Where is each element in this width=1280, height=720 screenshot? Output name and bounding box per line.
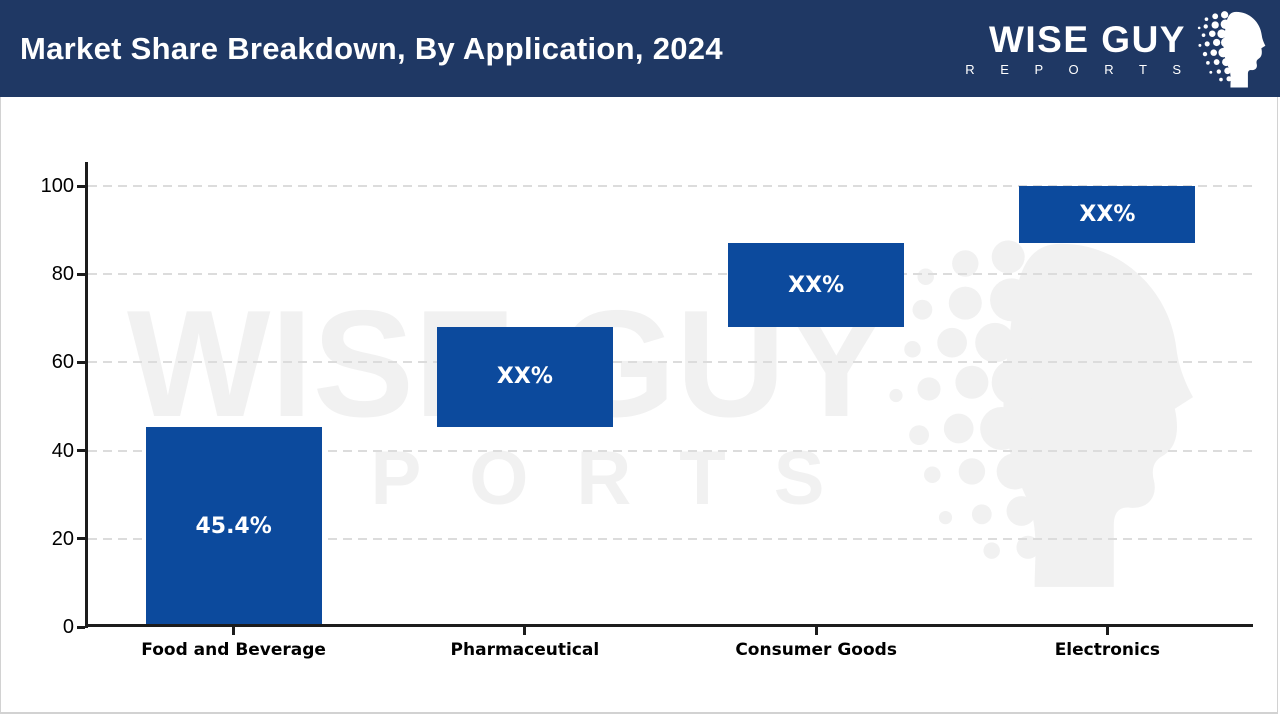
dotted-head-icon <box>1197 10 1266 88</box>
watermark-subtext: REPORTS <box>169 436 873 521</box>
logo-primary-text: WISE GUY <box>988 18 1186 60</box>
logo-wordmark: WISE GUY R E P O R T S <box>965 21 1186 77</box>
header-bar: Market Share Breakdown, By Application, … <box>0 0 1280 97</box>
page-title: Market Share Breakdown, By Application, … <box>20 30 723 66</box>
watermark-head-icon <box>886 240 1193 587</box>
chart-area: WISE GUY REPORTS <box>0 97 1278 714</box>
logo-secondary-text: R E P O R T S <box>965 61 1192 77</box>
watermark-wordmark: WISE GUY <box>127 279 888 449</box>
watermark: WISE GUY REPORTS <box>1 97 1277 712</box>
wise-guy-logo: WISE GUY R E P O R T S <box>965 9 1266 89</box>
